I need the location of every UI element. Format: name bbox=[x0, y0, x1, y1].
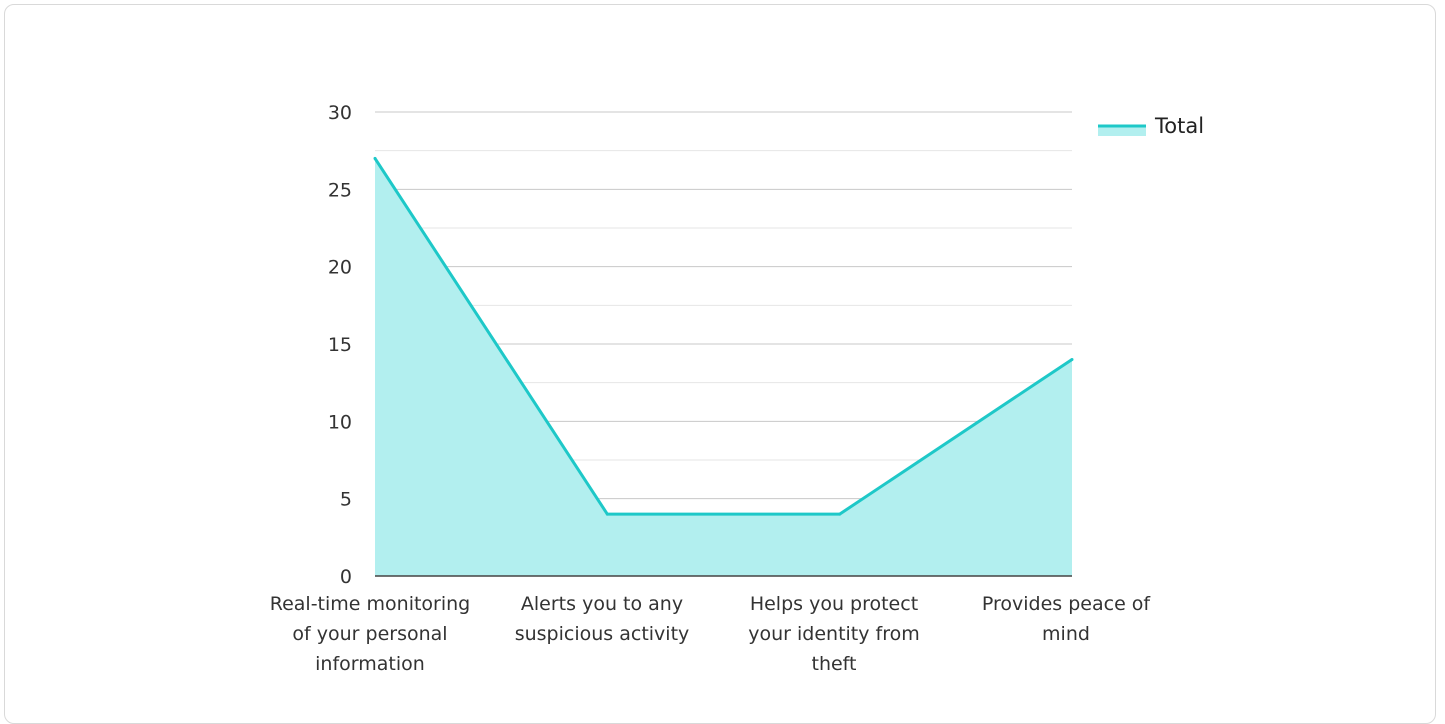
x-tick-label: Helps you protect your identity from theft bbox=[748, 593, 920, 675]
x-tick-label: Alerts you to any suspicious activity bbox=[515, 593, 690, 645]
y-tick-label: 20 bbox=[328, 257, 352, 279]
series-area-fill bbox=[375, 158, 1072, 576]
y-tick-labels: 0 5 10 15 20 25 30 bbox=[328, 102, 352, 588]
series-area bbox=[373, 156, 1074, 576]
x-tick-label: Real-time monitoring of your personal info… bbox=[270, 593, 471, 675]
data-point[interactable] bbox=[838, 512, 842, 516]
data-point[interactable] bbox=[1070, 357, 1074, 361]
x-tick-label: Provides peace of mind bbox=[982, 593, 1152, 645]
chart-card bbox=[4, 4, 1436, 724]
y-tick-label: 30 bbox=[328, 102, 352, 124]
y-tick-label: 15 bbox=[328, 334, 352, 356]
legend-swatch-fill bbox=[1098, 126, 1146, 136]
y-tick-label: 10 bbox=[328, 411, 352, 433]
data-point[interactable] bbox=[373, 156, 377, 160]
y-tick-label: 5 bbox=[340, 489, 352, 511]
x-tick-labels: Real-time monitoring of your personal info… bbox=[270, 593, 1152, 675]
legend-label: Total bbox=[1154, 114, 1204, 138]
y-tick-label: 0 bbox=[340, 566, 352, 588]
data-point[interactable] bbox=[605, 512, 609, 516]
legend[interactable]: Total bbox=[1098, 114, 1204, 138]
y-tick-label: 25 bbox=[328, 179, 352, 201]
line-area-chart: 0 5 10 15 20 25 30 Real-time monitoring of your… bbox=[270, 102, 1204, 675]
series-line bbox=[373, 157, 1073, 516]
